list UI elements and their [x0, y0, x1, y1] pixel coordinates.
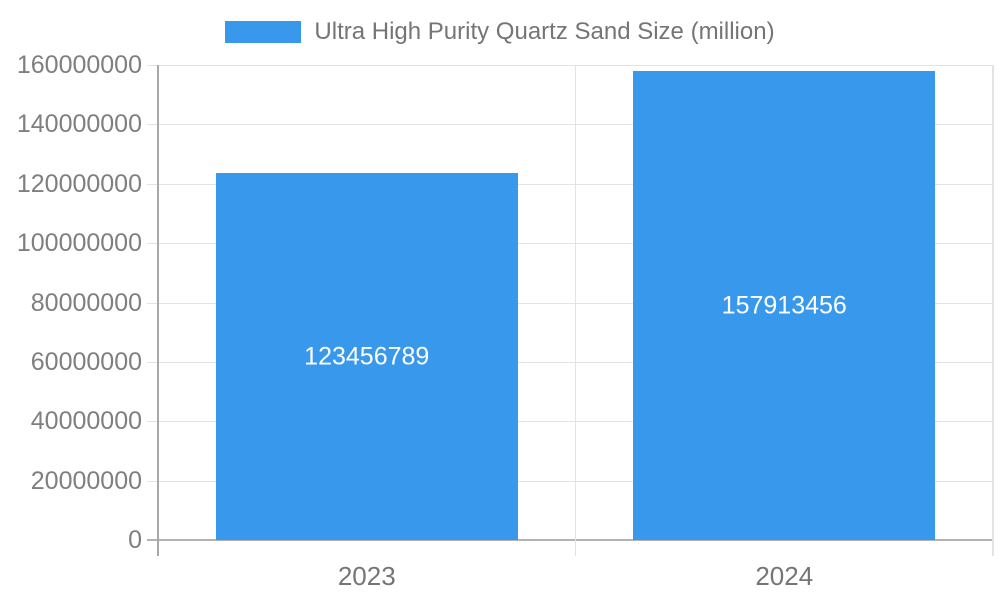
gridline [147, 480, 993, 482]
gridline [147, 302, 993, 304]
gridline [147, 124, 993, 126]
category-boundary-line [574, 65, 577, 556]
bar-2024[interactable] [633, 71, 936, 540]
legend-swatch [225, 21, 302, 43]
x-tick-label: 2023 [337, 561, 396, 591]
gridline [147, 243, 993, 245]
y-tick-label: 140000000 [16, 110, 142, 139]
y-tick-label: 0 [128, 526, 142, 554]
y-tick-label: 160000000 [16, 51, 142, 79]
bar-2023[interactable] [215, 173, 518, 540]
y-tick-label: 60000000 [30, 347, 142, 376]
legend-label: Ultra High Purity Quartz Sand Size (mill… [314, 18, 775, 45]
gridline [147, 421, 993, 423]
gridline [147, 361, 993, 363]
y-axis-line [156, 65, 159, 556]
gridline [147, 65, 993, 66]
y-tick-label: 20000000 [30, 466, 142, 495]
y-tick-label: 120000000 [16, 169, 142, 198]
x-tick-label: 2024 [755, 561, 814, 591]
x-axis-line [147, 539, 993, 541]
plot-right-border-line [992, 65, 994, 556]
y-tick-label: 80000000 [30, 288, 142, 317]
y-tick-label: 100000000 [16, 229, 142, 258]
bar-value-label: 123456789 [304, 342, 430, 371]
gridline [147, 183, 993, 185]
bar-value-label: 157913456 [721, 291, 847, 320]
y-tick-label: 40000000 [30, 407, 142, 436]
chart-legend[interactable]: Ultra High Purity Quartz Sand Size (mill… [0, 12, 1000, 52]
